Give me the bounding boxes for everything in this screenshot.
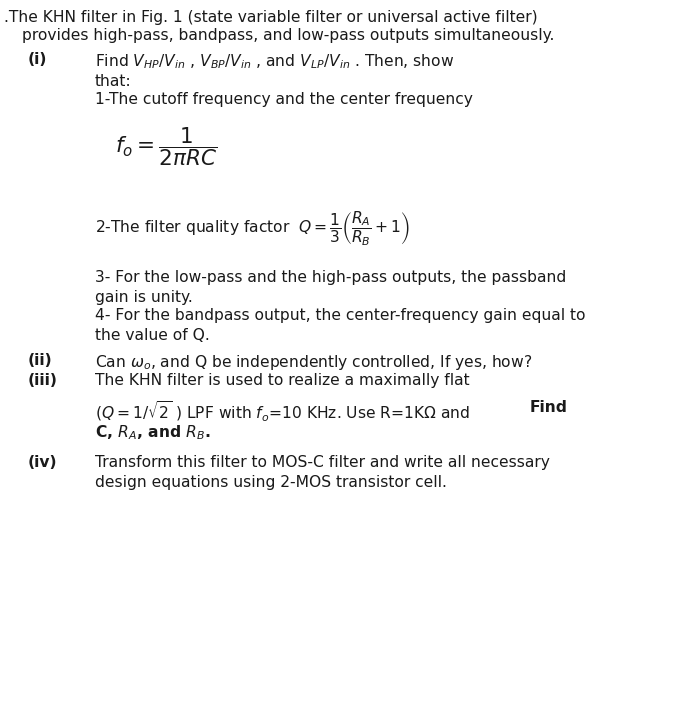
Text: 2-The filter quality factor  $Q = \dfrac{1}{3}\left(\dfrac{R_A}{R_B}+1\right)$: 2-The filter quality factor $Q = \dfrac{… <box>95 210 410 248</box>
Text: Can $\omega_o$, and Q be independently controlled, If yes, how?: Can $\omega_o$, and Q be independently c… <box>95 353 532 372</box>
Text: (iii): (iii) <box>28 373 58 388</box>
Text: design equations using 2-MOS transistor cell.: design equations using 2-MOS transistor … <box>95 475 447 490</box>
Text: provides high-pass, bandpass, and low-pass outputs simultaneously.: provides high-pass, bandpass, and low-pa… <box>22 28 554 43</box>
Text: $f_o = \dfrac{1}{2\pi RC}$: $f_o = \dfrac{1}{2\pi RC}$ <box>115 125 217 168</box>
Text: the value of Q.: the value of Q. <box>95 328 210 343</box>
Text: 1-The cutoff frequency and the center frequency: 1-The cutoff frequency and the center fr… <box>95 92 473 107</box>
Text: (ii): (ii) <box>28 353 53 368</box>
Text: 4- For the bandpass output, the center-frequency gain equal to: 4- For the bandpass output, the center-f… <box>95 308 585 323</box>
Text: (i): (i) <box>28 52 47 67</box>
Text: 3- For the low-pass and the high-pass outputs, the passband: 3- For the low-pass and the high-pass ou… <box>95 270 566 285</box>
Text: Find: Find <box>530 400 568 415</box>
Text: C, $R_A$, and $R_B$.: C, $R_A$, and $R_B$. <box>95 423 211 441</box>
Text: that:: that: <box>95 74 132 89</box>
Text: $(Q = 1/\sqrt{2}$ ) LPF with $f_o$=10 KHz. Use R=1K$\Omega$ and: $(Q = 1/\sqrt{2}$ ) LPF with $f_o$=10 KH… <box>95 400 476 424</box>
Text: gain is unity.: gain is unity. <box>95 290 193 305</box>
Text: The KHN filter is used to realize a maximally flat: The KHN filter is used to realize a maxi… <box>95 373 470 388</box>
Text: Transform this filter to MOS-C filter and write all necessary: Transform this filter to MOS-C filter an… <box>95 455 550 470</box>
Text: Find $V_{HP}/V_{in}$ , $V_{BP}/V_{in}$ , and $V_{LP}/V_{in}$ . Then, show: Find $V_{HP}/V_{in}$ , $V_{BP}/V_{in}$ ,… <box>95 52 454 70</box>
Text: .The KHN filter in Fig. 1 (state variable filter or universal active filter): .The KHN filter in Fig. 1 (state variabl… <box>4 10 538 25</box>
Text: (iv): (iv) <box>28 455 58 470</box>
